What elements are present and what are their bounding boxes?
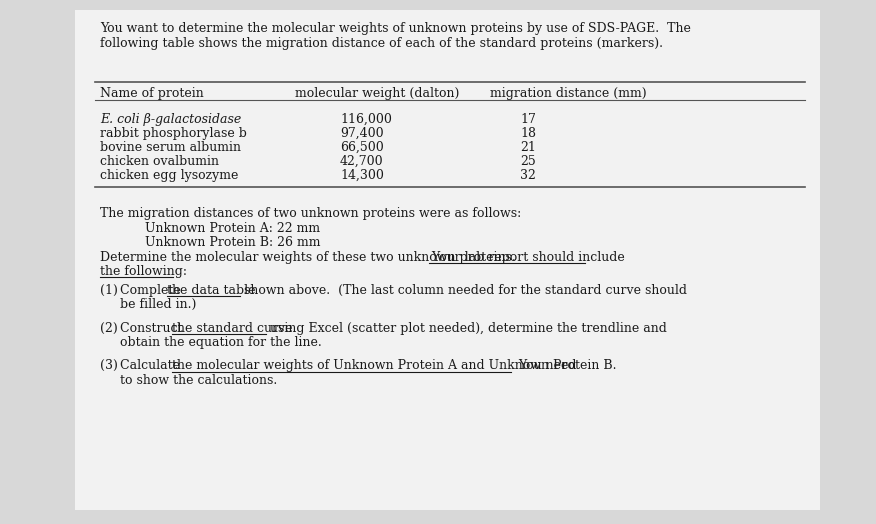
Text: You need: You need xyxy=(512,359,577,372)
Text: Determine the molecular weights of these two unknown proteins.: Determine the molecular weights of these… xyxy=(100,250,516,264)
Text: following table shows the migration distance of each of the standard proteins (m: following table shows the migration dist… xyxy=(100,37,663,49)
Text: bovine serum albumin: bovine serum albumin xyxy=(100,141,241,154)
Text: 18: 18 xyxy=(520,127,536,140)
Text: chicken egg lysozyme: chicken egg lysozyme xyxy=(100,169,238,182)
Text: to show the calculations.: to show the calculations. xyxy=(120,374,277,387)
Text: Calculate: Calculate xyxy=(120,359,184,372)
Text: Unknown Protein A: 22 mm: Unknown Protein A: 22 mm xyxy=(145,222,320,235)
Text: (1): (1) xyxy=(100,284,118,297)
Text: chicken ovalbumin: chicken ovalbumin xyxy=(100,155,219,168)
Text: 17: 17 xyxy=(520,113,536,126)
Text: Name of protein: Name of protein xyxy=(100,87,204,100)
Text: rabbit phosphorylase b: rabbit phosphorylase b xyxy=(100,127,247,140)
Text: be filled in.): be filled in.) xyxy=(120,298,196,311)
Text: 42,700: 42,700 xyxy=(340,155,384,168)
Text: the following:: the following: xyxy=(100,265,187,278)
Text: Complete: Complete xyxy=(120,284,185,297)
Text: 66,500: 66,500 xyxy=(340,141,384,154)
Text: Unknown Protein B: 26 mm: Unknown Protein B: 26 mm xyxy=(145,236,321,249)
Text: the molecular weights of Unknown Protein A and Unknown Protein B.: the molecular weights of Unknown Protein… xyxy=(173,359,617,372)
Text: (2): (2) xyxy=(100,322,117,334)
Text: shown above.  (The last column needed for the standard curve should: shown above. (The last column needed for… xyxy=(240,284,687,297)
Text: Your lab report should include: Your lab report should include xyxy=(424,250,625,264)
Text: migration distance (mm): migration distance (mm) xyxy=(490,87,646,100)
Text: using Excel (scatter plot needed), determine the trendline and: using Excel (scatter plot needed), deter… xyxy=(266,322,667,334)
Text: obtain the equation for the line.: obtain the equation for the line. xyxy=(120,336,321,349)
Text: The migration distances of two unknown proteins were as follows:: The migration distances of two unknown p… xyxy=(100,207,521,220)
Text: E. coli β-galactosidase: E. coli β-galactosidase xyxy=(100,113,241,126)
Text: You want to determine the molecular weights of unknown proteins by use of SDS-PA: You want to determine the molecular weig… xyxy=(100,22,691,35)
Text: (3): (3) xyxy=(100,359,118,372)
Text: 21: 21 xyxy=(520,141,536,154)
Text: 25: 25 xyxy=(520,155,536,168)
Text: 32: 32 xyxy=(520,169,536,182)
Text: the standard curve: the standard curve xyxy=(173,322,293,334)
Text: molecular weight (dalton): molecular weight (dalton) xyxy=(295,87,459,100)
Bar xyxy=(75,10,820,510)
Text: the data table: the data table xyxy=(167,284,256,297)
Text: 116,000: 116,000 xyxy=(340,113,392,126)
Text: 14,300: 14,300 xyxy=(340,169,384,182)
Text: 97,400: 97,400 xyxy=(340,127,384,140)
Text: Construct: Construct xyxy=(120,322,187,334)
